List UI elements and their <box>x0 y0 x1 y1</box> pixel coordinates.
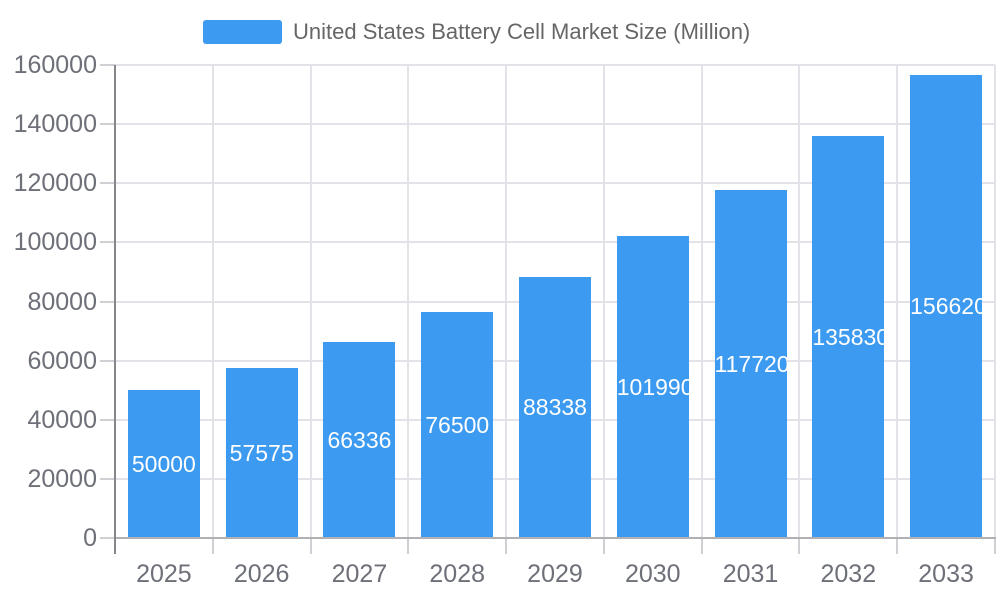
y-axis-label: 80000 <box>27 287 97 316</box>
y-axis-label: 140000 <box>13 110 97 139</box>
gridline-horizontal <box>115 241 995 244</box>
gridline-vertical <box>505 65 508 538</box>
y-axis-tick <box>100 64 115 66</box>
x-axis-label: 2028 <box>429 560 486 588</box>
gridline-vertical <box>896 65 899 538</box>
x-axis-tick <box>798 538 801 554</box>
x-axis-line <box>114 537 996 539</box>
bar-value-label: 88338 <box>523 394 587 421</box>
bar-value-label: 50000 <box>131 451 196 478</box>
bar-value-label: 135830 <box>812 324 885 351</box>
y-axis-tick <box>100 241 115 244</box>
x-axis-tick <box>407 538 410 554</box>
x-axis-label: 2030 <box>624 560 681 588</box>
y-axis-label: 0 <box>83 524 97 552</box>
x-axis-tick <box>700 538 703 554</box>
gridline-horizontal <box>115 182 995 185</box>
y-axis-label: 20000 <box>27 464 97 493</box>
x-axis-label: 2031 <box>722 560 779 588</box>
gridline-vertical <box>602 65 605 538</box>
bar-2025[interactable]: 50000 <box>127 390 200 538</box>
x-axis-tick <box>896 538 899 554</box>
gridline-vertical <box>994 65 996 538</box>
bar-value-label: 156620 <box>910 293 983 320</box>
x-axis-tick <box>309 538 312 554</box>
gridline-vertical <box>309 65 312 538</box>
x-axis-tick <box>211 538 214 554</box>
bar-2028[interactable]: 76500 <box>421 311 494 538</box>
legend-label: United States Battery Cell Market Size (… <box>293 19 751 44</box>
x-axis-label: 2029 <box>527 560 583 588</box>
y-axis-tick <box>100 477 115 480</box>
bar-2033[interactable]: 156620 <box>910 74 983 538</box>
x-axis-label: 2033 <box>918 560 974 588</box>
y-axis-tick <box>100 300 115 303</box>
y-axis-label: 100000 <box>13 228 97 257</box>
legend-swatch-icon <box>203 20 282 44</box>
x-axis-label: 2027 <box>331 560 388 588</box>
bar-2031[interactable]: 117720 <box>714 189 787 538</box>
bar-value-label: 76500 <box>425 411 490 438</box>
gridline-vertical <box>798 65 801 538</box>
bar-value-label: 117720 <box>714 350 787 377</box>
x-axis-tick <box>602 538 605 554</box>
y-axis-label: 40000 <box>27 405 97 434</box>
gridline-vertical <box>700 65 703 538</box>
y-axis-tick <box>100 537 115 539</box>
y-axis-line <box>114 65 116 554</box>
bar-value-label: 57575 <box>229 439 294 466</box>
x-axis-label: 2032 <box>820 560 877 588</box>
bar-2027[interactable]: 66336 <box>323 341 396 538</box>
x-axis-tick <box>505 538 508 554</box>
bar-2030[interactable]: 101990 <box>616 236 689 538</box>
y-axis-tick <box>100 359 115 362</box>
gridline-horizontal <box>115 123 995 126</box>
y-axis-tick <box>100 123 115 126</box>
y-axis-label: 120000 <box>13 169 97 198</box>
x-axis-tick <box>994 538 996 554</box>
bar-value-label: 101990 <box>616 374 689 401</box>
y-axis-tick <box>100 182 115 185</box>
bar-2032[interactable]: 135830 <box>812 136 885 538</box>
bar-2029[interactable]: 88338 <box>519 276 591 538</box>
x-axis-label: 2025 <box>136 560 192 588</box>
gridline-horizontal <box>115 64 995 66</box>
gridline-vertical <box>407 65 410 538</box>
x-axis-label: 2026 <box>233 560 290 588</box>
y-axis-label: 60000 <box>27 346 97 375</box>
bar-value-label: 66336 <box>327 426 392 453</box>
gridline-vertical <box>211 65 214 538</box>
chart-legend[interactable]: United States Battery Cell Market Size (… <box>203 20 750 44</box>
y-axis-label: 160000 <box>13 51 97 79</box>
bar-2026[interactable]: 57575 <box>225 367 298 538</box>
y-axis-tick <box>100 418 115 421</box>
